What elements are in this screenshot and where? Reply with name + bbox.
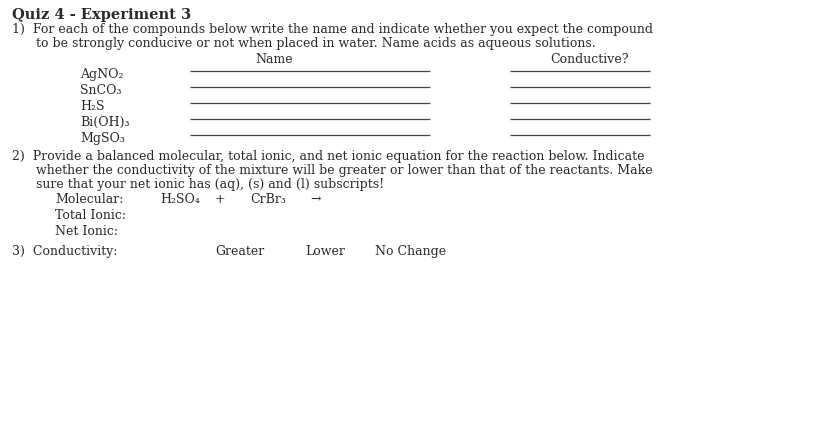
Text: Lower: Lower (305, 244, 345, 258)
Text: to be strongly conducive or not when placed in water. Name acids as aqueous solu: to be strongly conducive or not when pla… (12, 37, 595, 50)
Text: H₂SO₄: H₂SO₄ (160, 193, 200, 206)
Text: Total Ionic:: Total Ionic: (55, 209, 126, 221)
Text: sure that your net ionic has (aq), (s) and (l) subscripts!: sure that your net ionic has (aq), (s) a… (12, 178, 385, 190)
Text: Quiz 4 - Experiment 3: Quiz 4 - Experiment 3 (12, 8, 191, 22)
Text: AgNO₂: AgNO₂ (80, 68, 124, 81)
Text: Molecular:: Molecular: (55, 193, 124, 206)
Text: 1)  For each of the compounds below write the name and indicate whether you expe: 1) For each of the compounds below write… (12, 23, 653, 36)
Text: Net Ionic:: Net Ionic: (55, 224, 118, 237)
Text: Greater: Greater (215, 244, 264, 258)
Text: MgSO₃: MgSO₃ (80, 132, 125, 144)
Text: 3)  Conductivity:: 3) Conductivity: (12, 244, 118, 258)
Text: whether the conductivity of the mixture will be greater or lower than that of th: whether the conductivity of the mixture … (12, 164, 653, 177)
Text: Name: Name (255, 53, 293, 66)
Text: Conductive?: Conductive? (550, 53, 629, 66)
Text: →: → (310, 193, 320, 206)
Text: Bi(OH)₃: Bi(OH)₃ (80, 116, 130, 129)
Text: H₂S: H₂S (80, 100, 104, 113)
Text: No Change: No Change (375, 244, 446, 258)
Text: SnCO₃: SnCO₃ (80, 84, 121, 97)
Text: CrBr₃: CrBr₃ (250, 193, 286, 206)
Text: +: + (215, 193, 226, 206)
Text: 2)  Provide a balanced molecular, total ionic, and net ionic equation for the re: 2) Provide a balanced molecular, total i… (12, 150, 645, 163)
